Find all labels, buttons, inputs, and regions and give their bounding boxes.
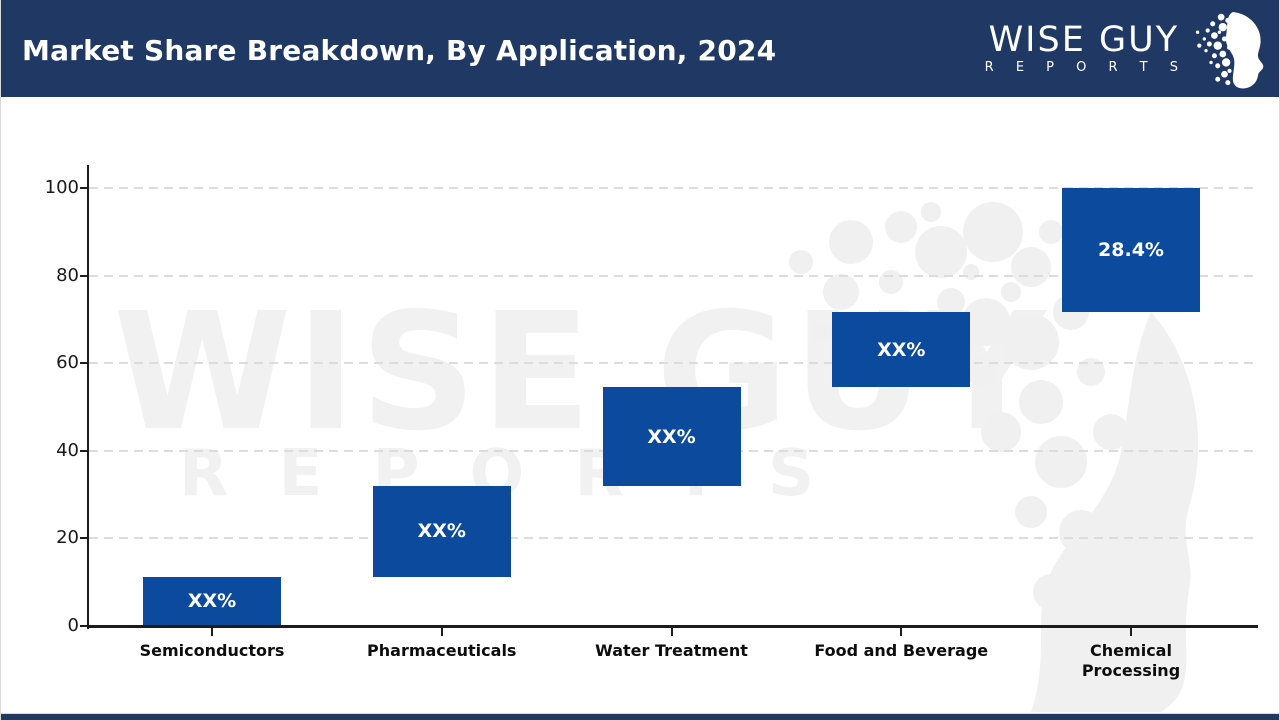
y-tick-label: 60	[56, 352, 79, 374]
bar-food-and-beverage	[832, 312, 971, 387]
x-axis-tick	[440, 627, 443, 636]
logo-wordmark: WISE GUY	[988, 19, 1180, 60]
gridline	[89, 362, 1258, 365]
page-title: Market Share Breakdown, By Application, …	[22, 34, 777, 67]
frame-line	[1, 713, 1279, 714]
bar-value-label: XX%	[417, 520, 466, 543]
logo-text: WISE GUY R E P O R T S	[981, 19, 1187, 76]
x-category-label: Semiconductors	[139, 640, 285, 660]
y-tick-label: 0	[67, 614, 79, 636]
x-category-label: Pharmaceuticals	[367, 640, 517, 660]
x-axis-line	[87, 624, 1258, 628]
y-axis-tick	[80, 449, 88, 452]
footer-bar	[1, 714, 1279, 720]
header-bar: Market Share Breakdown, By Application, …	[1, 0, 1279, 97]
chart: WISE GUY R E P O R T S 0 20 40 60	[1, 97, 1279, 714]
y-tick-label: 20	[56, 527, 79, 549]
y-axis-tick	[80, 187, 88, 190]
x-category-label: Chemical Processing	[1081, 640, 1181, 681]
y-tick-label: 80	[56, 264, 79, 286]
gridline	[89, 537, 1258, 540]
bar-semiconductors	[143, 576, 281, 626]
x-category-label: Water Treatment	[595, 640, 748, 660]
gridline	[89, 274, 1258, 277]
x-category-label: Food and Beverage	[814, 640, 989, 660]
y-axis-tick	[80, 537, 88, 540]
x-axis-tick	[670, 627, 673, 636]
logo: WISE GUY R E P O R T S	[981, 7, 1267, 91]
y-tick-label: 40	[56, 439, 79, 461]
x-axis-tick	[1130, 627, 1132, 636]
bar-value-label: XX%	[647, 425, 696, 448]
bar-water-treatment	[602, 386, 741, 487]
y-axis-tick	[80, 274, 88, 277]
bar-value-label: XX%	[187, 590, 237, 612]
y-tick-label: 100	[44, 177, 79, 199]
y-axis-tick	[80, 362, 88, 365]
bar-value-label: 28.4%	[1098, 239, 1164, 262]
x-axis-tick	[900, 627, 903, 636]
bar-chemical-processing	[1062, 188, 1200, 313]
logo-head-icon	[1195, 11, 1264, 88]
x-axis-tick	[211, 627, 213, 636]
y-axis-tick	[80, 624, 88, 627]
logo-subtitle: R E P O R T S	[984, 60, 1187, 76]
bar-pharmaceuticals	[372, 486, 511, 577]
y-axis-line	[87, 165, 89, 629]
bar-value-label: XX%	[877, 338, 926, 361]
gridline	[89, 187, 1258, 190]
